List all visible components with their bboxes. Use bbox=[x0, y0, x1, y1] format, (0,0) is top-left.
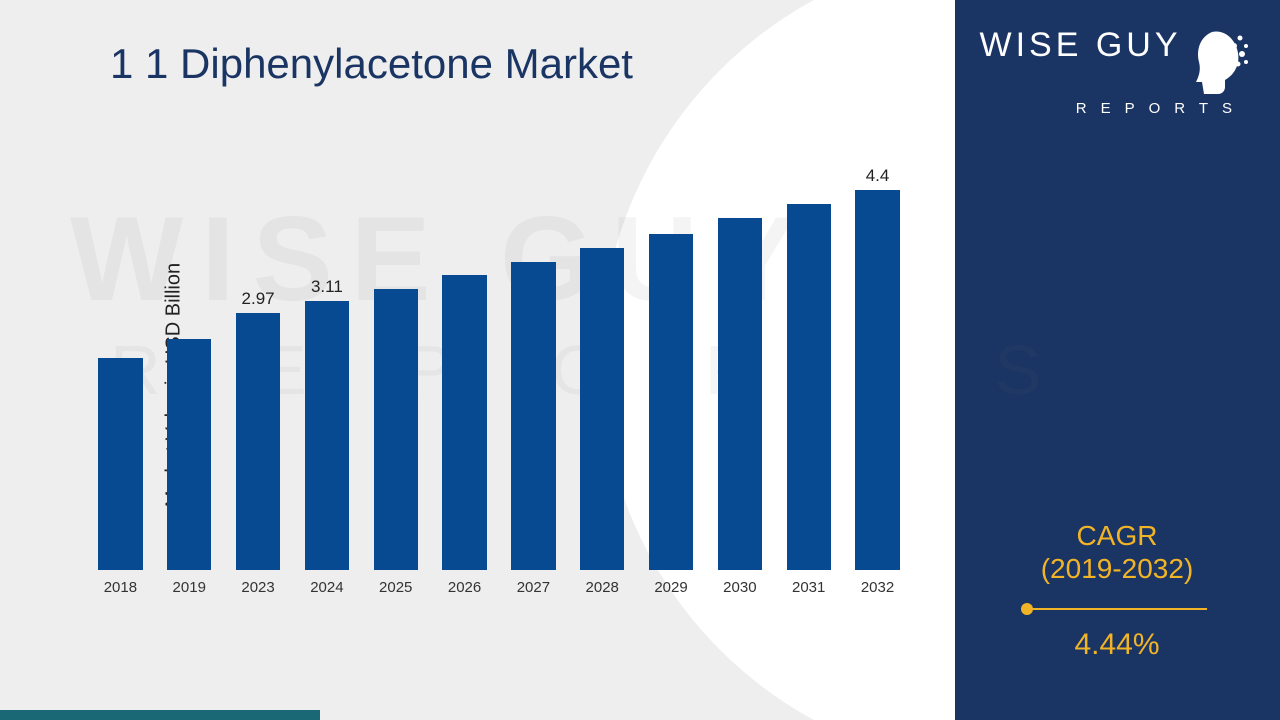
bar-wrap: 2.97 bbox=[230, 170, 287, 570]
cagr-label: CAGR (2019-2032) bbox=[1002, 519, 1232, 586]
head-icon bbox=[1192, 28, 1250, 98]
x-tick-label: 2027 bbox=[505, 579, 562, 596]
bar bbox=[580, 248, 624, 570]
bar-wrap bbox=[92, 170, 149, 570]
bar-wrap bbox=[711, 170, 768, 570]
bar-wrap bbox=[505, 170, 562, 570]
x-axis-labels: 2018 2019 2023 2024 2025 2026 2027 2028 2029 2030… bbox=[92, 579, 906, 596]
bar bbox=[511, 262, 555, 570]
cagr-word: CAGR bbox=[1077, 520, 1158, 551]
brand-name: WISE GUY bbox=[980, 26, 1182, 64]
bar-chart: Market Value in USD Billion 2.973.114.4 … bbox=[46, 170, 906, 600]
bar bbox=[374, 289, 418, 570]
bar-wrap bbox=[643, 170, 700, 570]
report-stage: WISE GUY R E P O R T S 1 1 Diphenylaceto… bbox=[0, 0, 1280, 720]
bar-wrap: 4.4 bbox=[849, 170, 906, 570]
bar bbox=[167, 339, 211, 570]
x-tick-label: 2019 bbox=[161, 579, 218, 596]
bar-wrap bbox=[574, 170, 631, 570]
bar bbox=[98, 358, 142, 570]
bar-value-label: 2.97 bbox=[242, 289, 275, 309]
x-tick-label: 2018 bbox=[92, 579, 149, 596]
bar bbox=[787, 204, 831, 570]
x-tick-label: 2025 bbox=[367, 579, 424, 596]
cagr-divider bbox=[1027, 608, 1207, 610]
bar-wrap bbox=[161, 170, 218, 570]
bar bbox=[855, 190, 899, 570]
brand-logo: WISE GUY REPORTS bbox=[970, 28, 1250, 117]
bar-wrap: 3.11 bbox=[298, 170, 355, 570]
x-tick-label: 2023 bbox=[230, 579, 287, 596]
cagr-block: CAGR (2019-2032) 4.44% bbox=[1002, 519, 1232, 662]
x-tick-label: 2028 bbox=[574, 579, 631, 596]
brand-sub: REPORTS bbox=[970, 100, 1250, 117]
decor-bottom-strip bbox=[0, 710, 320, 720]
x-tick-label: 2029 bbox=[643, 579, 700, 596]
x-tick-label: 2030 bbox=[711, 579, 768, 596]
cagr-range: (2019-2032) bbox=[1041, 553, 1194, 584]
bar bbox=[718, 218, 762, 570]
plot-area: 2.97 3.11 4.4 bbox=[92, 170, 906, 570]
bar bbox=[305, 301, 349, 570]
x-tick-label: 2026 bbox=[436, 579, 493, 596]
cagr-value: 4.44% bbox=[1002, 628, 1232, 662]
bar-wrap bbox=[780, 170, 837, 570]
bar bbox=[442, 275, 486, 570]
bar-wrap bbox=[436, 170, 493, 570]
bar bbox=[236, 313, 280, 570]
x-tick-label: 2024 bbox=[298, 579, 355, 596]
chart-title: 1 1 Diphenylacetone Market bbox=[110, 40, 633, 88]
bar bbox=[649, 234, 693, 570]
bar-value-label: 3.11 bbox=[311, 277, 343, 297]
bar-wrap bbox=[367, 170, 424, 570]
x-tick-label: 2032 bbox=[849, 579, 906, 596]
bar-value-label: 4.4 bbox=[866, 166, 890, 186]
x-tick-label: 2031 bbox=[780, 579, 837, 596]
